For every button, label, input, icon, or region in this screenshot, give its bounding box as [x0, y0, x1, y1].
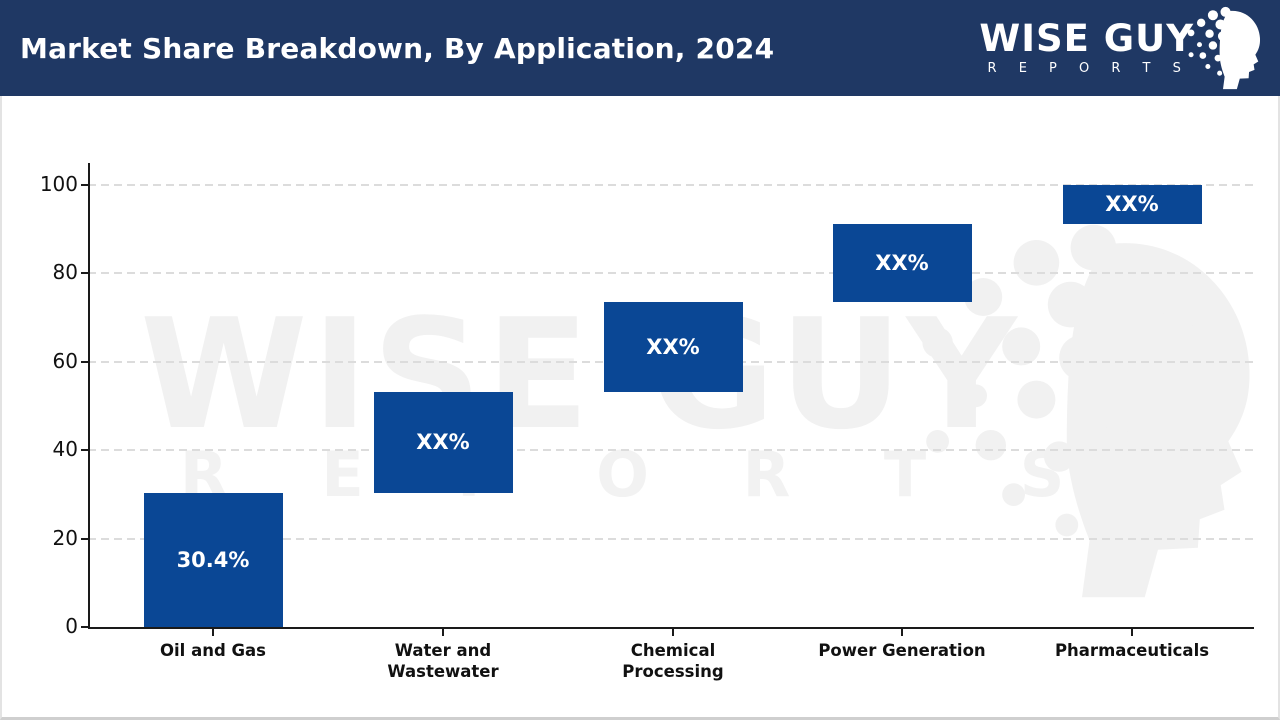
y-gridline — [88, 537, 1254, 540]
y-tick-label: 40 — [52, 437, 78, 462]
y-tick — [81, 449, 88, 452]
y-tick — [81, 626, 88, 628]
x-tick — [672, 629, 674, 636]
x-tick — [212, 629, 214, 636]
page-title: Market Share Breakdown, By Application, … — [20, 31, 775, 65]
bar: XX% — [603, 301, 743, 393]
y-gridline — [88, 272, 1254, 275]
x-category-label: Oil and Gas — [98, 641, 328, 662]
y-tick-label: 0 — [65, 614, 78, 638]
x-category-label: Water and Wastewater — [328, 641, 558, 682]
bar: XX% — [832, 223, 972, 302]
y-axis-spine — [88, 163, 90, 629]
y-tick-label: 100 — [39, 172, 78, 196]
y-tick — [81, 184, 88, 186]
bar: XX% — [1062, 185, 1202, 224]
brand-logo: WISE GUY R E P O R T S — [979, 6, 1266, 90]
bar-value-label: XX% — [416, 430, 470, 455]
x-category-label-line: Water and — [394, 641, 492, 660]
y-tick-label: 80 — [52, 260, 78, 285]
header-bar: Market Share Breakdown, By Application, … — [0, 0, 1280, 96]
watermark-wordmark: WISE GUY — [140, 286, 1021, 463]
logo-wordmark: WISE GUY R E P O R T S — [979, 20, 1194, 76]
bar: 30.4% — [143, 492, 283, 627]
x-category-label-line: Processing — [622, 661, 724, 681]
bar-value-label: 30.4% — [176, 547, 250, 572]
y-tick — [81, 360, 88, 363]
x-category-label-line: Oil and Gas — [159, 641, 267, 660]
logo-wordmark-text: WISE GUY — [979, 17, 1194, 60]
bar: XX% — [373, 392, 513, 493]
y-tick-label: 20 — [52, 525, 78, 550]
logo-subtext: R E P O R T S — [987, 61, 1190, 76]
y-tick — [81, 537, 88, 540]
x-category-label: Pharmaceuticals — [1017, 641, 1247, 662]
bar-value-label: XX% — [1105, 192, 1159, 217]
x-tick — [442, 629, 444, 636]
x-category-label-line: Wastewater — [387, 661, 499, 681]
x-axis-spine — [88, 627, 1254, 629]
bar-value-label: XX% — [646, 334, 700, 359]
y-gridline — [88, 449, 1254, 452]
y-gridline — [88, 184, 1254, 186]
x-category-label-line: Pharmaceuticals — [1054, 641, 1210, 660]
chart-area: WISE GUY R E P O R T S 0 20 40 60 80 100 30.4%… — [0, 96, 1280, 720]
bar-value-label: XX% — [875, 250, 929, 275]
x-tick — [901, 629, 903, 636]
dotted-face-icon — [1187, 6, 1261, 90]
y-tick-label: 60 — [52, 348, 78, 373]
x-category-label-line: Chemical — [630, 641, 716, 660]
y-tick — [81, 272, 88, 275]
x-category-label: Chemical Processing — [558, 641, 788, 682]
x-tick — [1131, 629, 1133, 636]
x-category-label: Power Generation — [787, 641, 1017, 662]
x-category-label-line: Power Generation — [818, 641, 986, 660]
